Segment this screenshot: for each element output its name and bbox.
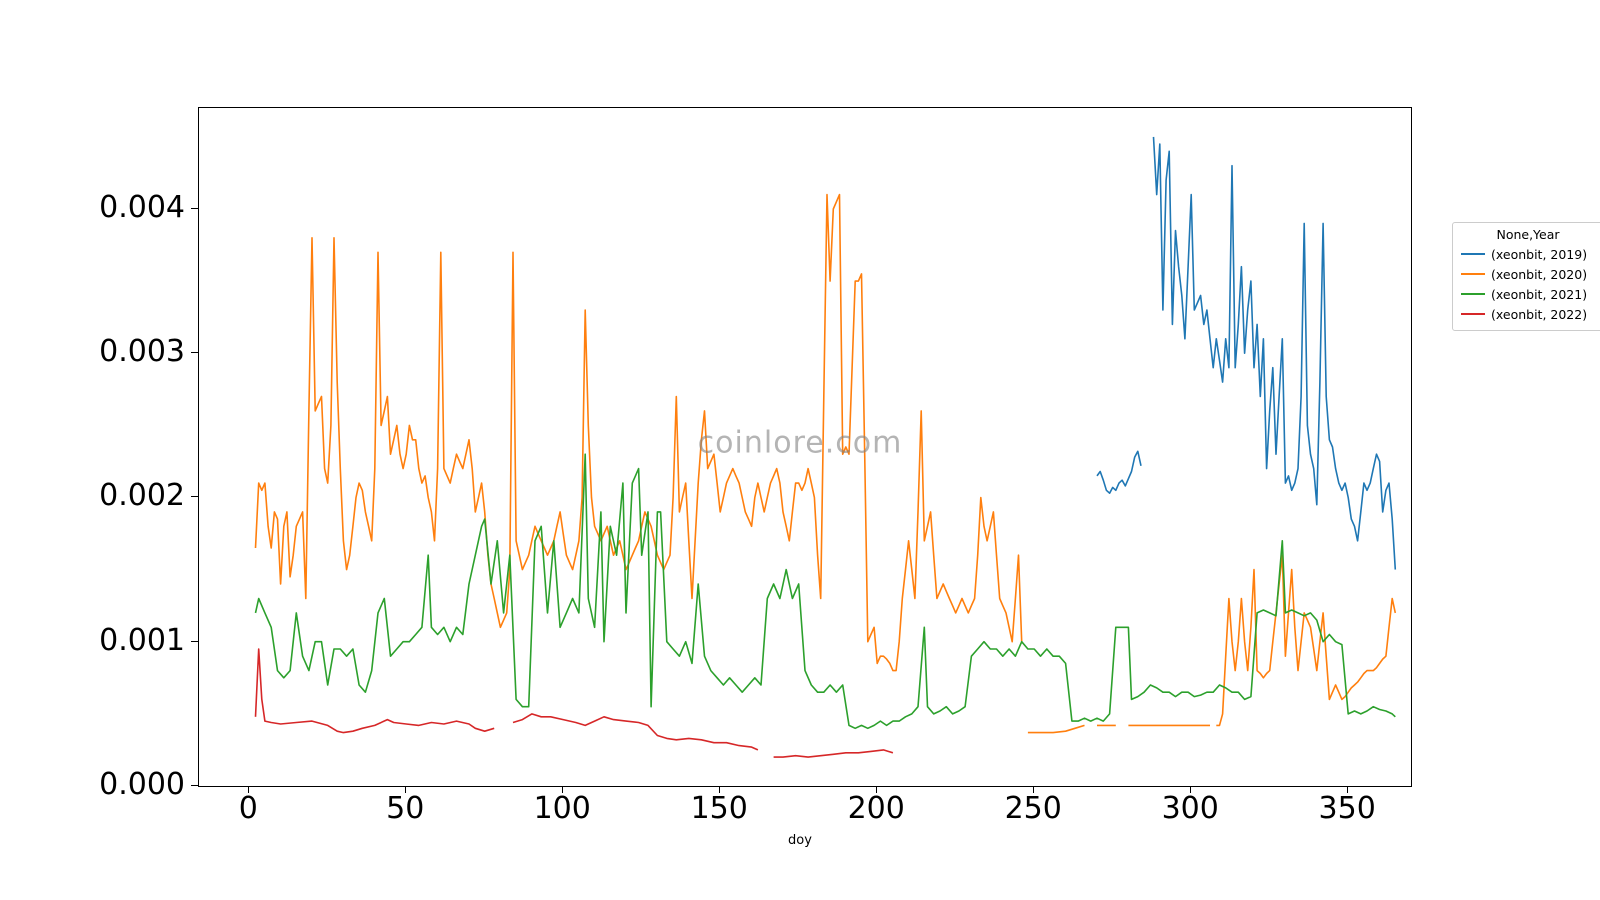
series-line-xeonbit-2022 [254,648,495,734]
x-tick-mark [248,786,250,793]
series-line-xeonbit-2019 [1152,136,1397,570]
x-tick-mark [1033,786,1035,793]
legend-entry-xeonbit-2020: (xeonbit, 2020) [1461,264,1595,284]
x-tick-label: 100 [533,791,591,826]
watermark: coinlore.com [697,425,903,461]
x-tick-label: 250 [1004,791,1062,826]
legend-entries: (xeonbit, 2019) (xeonbit, 2020) (xeonbit, … [1461,244,1595,324]
legend-label: (xeonbit, 2021) [1491,286,1588,302]
x-tick-label: 150 [690,791,748,826]
x-tick-mark [876,786,878,793]
y-tick-mark [191,207,198,209]
x-tick-mark [562,786,564,793]
y-tick-mark [191,352,198,354]
legend-label: (xeonbit, 2020) [1491,266,1588,282]
x-axis-title: doy [788,833,812,848]
legend: None,Year (xeonbit, 2019) (xeonbit, 2020)… [1452,222,1600,331]
series-line-xeonbit-2022 [512,713,759,751]
series-line-xeonbit-2020 [1216,554,1397,727]
x-tick-mark [1347,786,1349,793]
legend-entry-xeonbit-2019: (xeonbit, 2019) [1461,244,1595,264]
series-line-xeonbit-2020 [254,193,1023,672]
legend-entry-xeonbit-2021: (xeonbit, 2021) [1461,284,1595,304]
y-tick-label: 0.002 [99,478,185,514]
x-tick-label: 0 [238,791,258,826]
y-tick-label: 0.004 [99,189,185,225]
y-tick-mark [191,496,198,498]
y-tick-label: 0.000 [99,767,185,802]
y-tick-mark [191,640,198,642]
x-tick-mark [1190,786,1192,793]
legend-title: None,Year [1496,227,1560,242]
series-line-xeonbit-2021 [254,453,1396,730]
legend-entry-xeonbit-2022: (xeonbit, 2022) [1461,304,1595,324]
legend-line-swatch [1461,273,1485,275]
legend-label: (xeonbit, 2019) [1491,246,1588,262]
x-tick-label: 300 [1161,791,1219,826]
line-chart [254,136,1397,758]
legend-line-swatch [1461,293,1485,295]
y-tick-mark [191,785,198,786]
y-tick-label: 0.001 [99,622,185,658]
x-tick-label: 350 [1318,791,1376,826]
series-line-xeonbit-2022 [773,749,894,758]
x-tick-mark [719,786,721,793]
plot-area: None,Year (xeonbit, 2019) (xeonbit, 2020)… [198,107,1600,787]
x-tick-mark [405,786,407,793]
series-line-xeonbit-2020 [1027,724,1085,734]
legend-line-swatch [1461,253,1485,255]
y-tick-label: 0.003 [99,334,185,370]
x-tick-label: 200 [847,791,905,826]
x-tick-label: 50 [386,791,425,826]
legend-label: (xeonbit, 2022) [1491,306,1588,322]
legend-line-swatch [1461,313,1485,315]
series-line-xeonbit-2019 [1096,450,1142,495]
